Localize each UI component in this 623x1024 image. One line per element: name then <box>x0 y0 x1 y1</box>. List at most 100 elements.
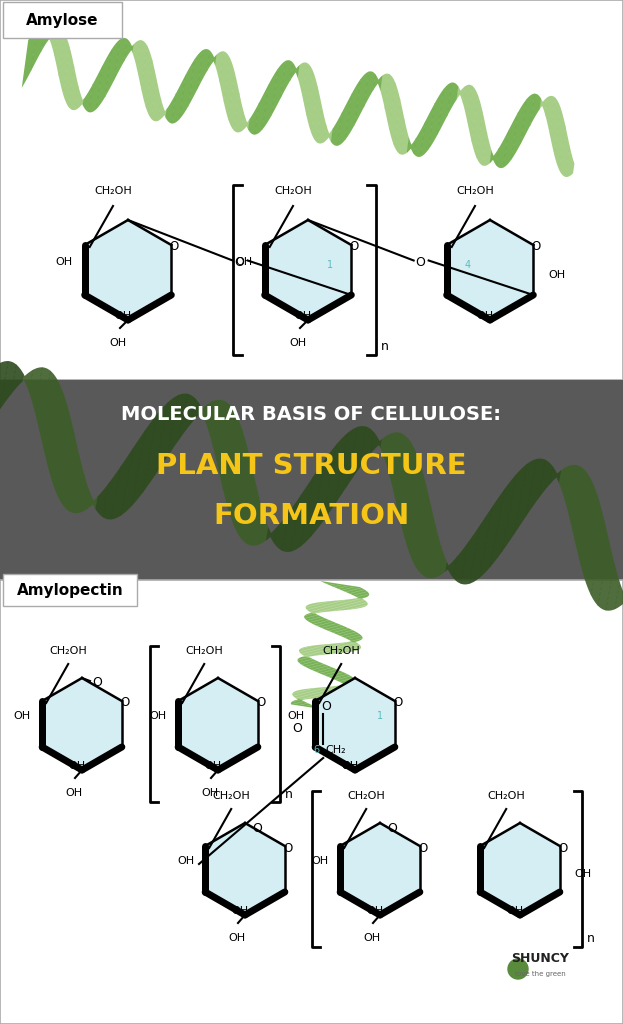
Polygon shape <box>300 656 315 660</box>
Polygon shape <box>178 678 258 770</box>
Polygon shape <box>340 823 420 915</box>
Polygon shape <box>437 83 452 135</box>
Polygon shape <box>373 74 383 91</box>
Polygon shape <box>320 581 364 590</box>
Polygon shape <box>141 45 153 108</box>
Text: O: O <box>419 842 428 854</box>
Polygon shape <box>338 93 352 145</box>
Polygon shape <box>290 62 300 81</box>
Polygon shape <box>114 38 127 80</box>
Polygon shape <box>190 398 202 425</box>
Polygon shape <box>280 60 293 98</box>
Polygon shape <box>549 466 561 485</box>
Polygon shape <box>480 823 560 915</box>
Polygon shape <box>307 605 344 610</box>
Polygon shape <box>313 645 357 651</box>
Polygon shape <box>545 96 555 136</box>
Text: OH: OH <box>150 711 167 721</box>
Polygon shape <box>322 433 348 523</box>
Text: O: O <box>284 842 293 854</box>
Polygon shape <box>293 695 315 699</box>
Polygon shape <box>342 684 351 686</box>
Polygon shape <box>290 476 313 552</box>
Polygon shape <box>304 615 332 622</box>
Polygon shape <box>111 447 134 519</box>
Polygon shape <box>345 641 359 644</box>
Text: 1: 1 <box>327 260 333 270</box>
Text: OH: OH <box>548 270 565 280</box>
Polygon shape <box>419 505 436 578</box>
Polygon shape <box>297 690 340 696</box>
Polygon shape <box>29 368 42 411</box>
Polygon shape <box>331 112 343 145</box>
Polygon shape <box>308 611 319 614</box>
Text: OH: OH <box>229 933 245 943</box>
Polygon shape <box>463 85 472 123</box>
Polygon shape <box>394 98 404 154</box>
Polygon shape <box>298 659 326 666</box>
Polygon shape <box>325 584 367 592</box>
Polygon shape <box>354 72 369 126</box>
Polygon shape <box>470 506 493 584</box>
Polygon shape <box>358 427 374 470</box>
Polygon shape <box>11 365 24 395</box>
Polygon shape <box>380 433 392 464</box>
Polygon shape <box>241 112 250 132</box>
Polygon shape <box>345 79 361 140</box>
Polygon shape <box>282 495 302 552</box>
Polygon shape <box>307 70 318 133</box>
Polygon shape <box>315 625 358 633</box>
Polygon shape <box>305 618 344 627</box>
Text: OH: OH <box>290 338 307 348</box>
Text: OH: OH <box>506 906 523 916</box>
Polygon shape <box>564 465 579 519</box>
Polygon shape <box>212 400 229 468</box>
Polygon shape <box>503 113 518 168</box>
Polygon shape <box>49 29 59 56</box>
Text: OH: OH <box>341 761 359 771</box>
Polygon shape <box>401 450 421 545</box>
Text: n: n <box>285 787 293 801</box>
Polygon shape <box>299 651 323 655</box>
Polygon shape <box>294 696 308 699</box>
FancyBboxPatch shape <box>3 574 137 606</box>
Polygon shape <box>445 556 457 579</box>
Text: O: O <box>257 696 266 710</box>
Polygon shape <box>77 474 90 513</box>
Text: O: O <box>531 241 541 254</box>
Polygon shape <box>69 66 78 111</box>
Text: CH₂OH: CH₂OH <box>348 791 385 801</box>
Text: OH: OH <box>236 257 253 267</box>
Text: FORMATION: FORMATION <box>213 502 409 530</box>
Polygon shape <box>320 644 359 650</box>
Polygon shape <box>396 438 415 525</box>
Polygon shape <box>143 402 168 494</box>
Polygon shape <box>326 676 356 682</box>
Polygon shape <box>34 368 50 431</box>
Polygon shape <box>312 603 356 609</box>
Polygon shape <box>497 130 508 168</box>
Text: OH: OH <box>69 761 85 771</box>
Polygon shape <box>399 119 409 155</box>
Polygon shape <box>585 501 605 596</box>
Text: Amylose: Amylose <box>26 12 98 28</box>
Polygon shape <box>124 39 133 62</box>
Polygon shape <box>364 72 376 108</box>
Text: O: O <box>292 723 302 735</box>
Polygon shape <box>188 50 203 106</box>
Polygon shape <box>308 645 353 652</box>
Polygon shape <box>262 69 278 130</box>
Polygon shape <box>240 469 258 545</box>
Polygon shape <box>61 432 79 511</box>
Polygon shape <box>380 74 389 110</box>
Polygon shape <box>414 121 426 157</box>
Polygon shape <box>318 687 354 693</box>
Text: O: O <box>394 696 403 710</box>
Text: PLANT STRUCTURE: PLANT STRUCTURE <box>156 452 466 480</box>
Polygon shape <box>0 361 17 412</box>
Polygon shape <box>304 646 348 653</box>
Polygon shape <box>304 616 338 624</box>
Text: CH₂OH: CH₂OH <box>49 646 87 656</box>
Polygon shape <box>511 98 527 160</box>
Polygon shape <box>292 700 310 705</box>
